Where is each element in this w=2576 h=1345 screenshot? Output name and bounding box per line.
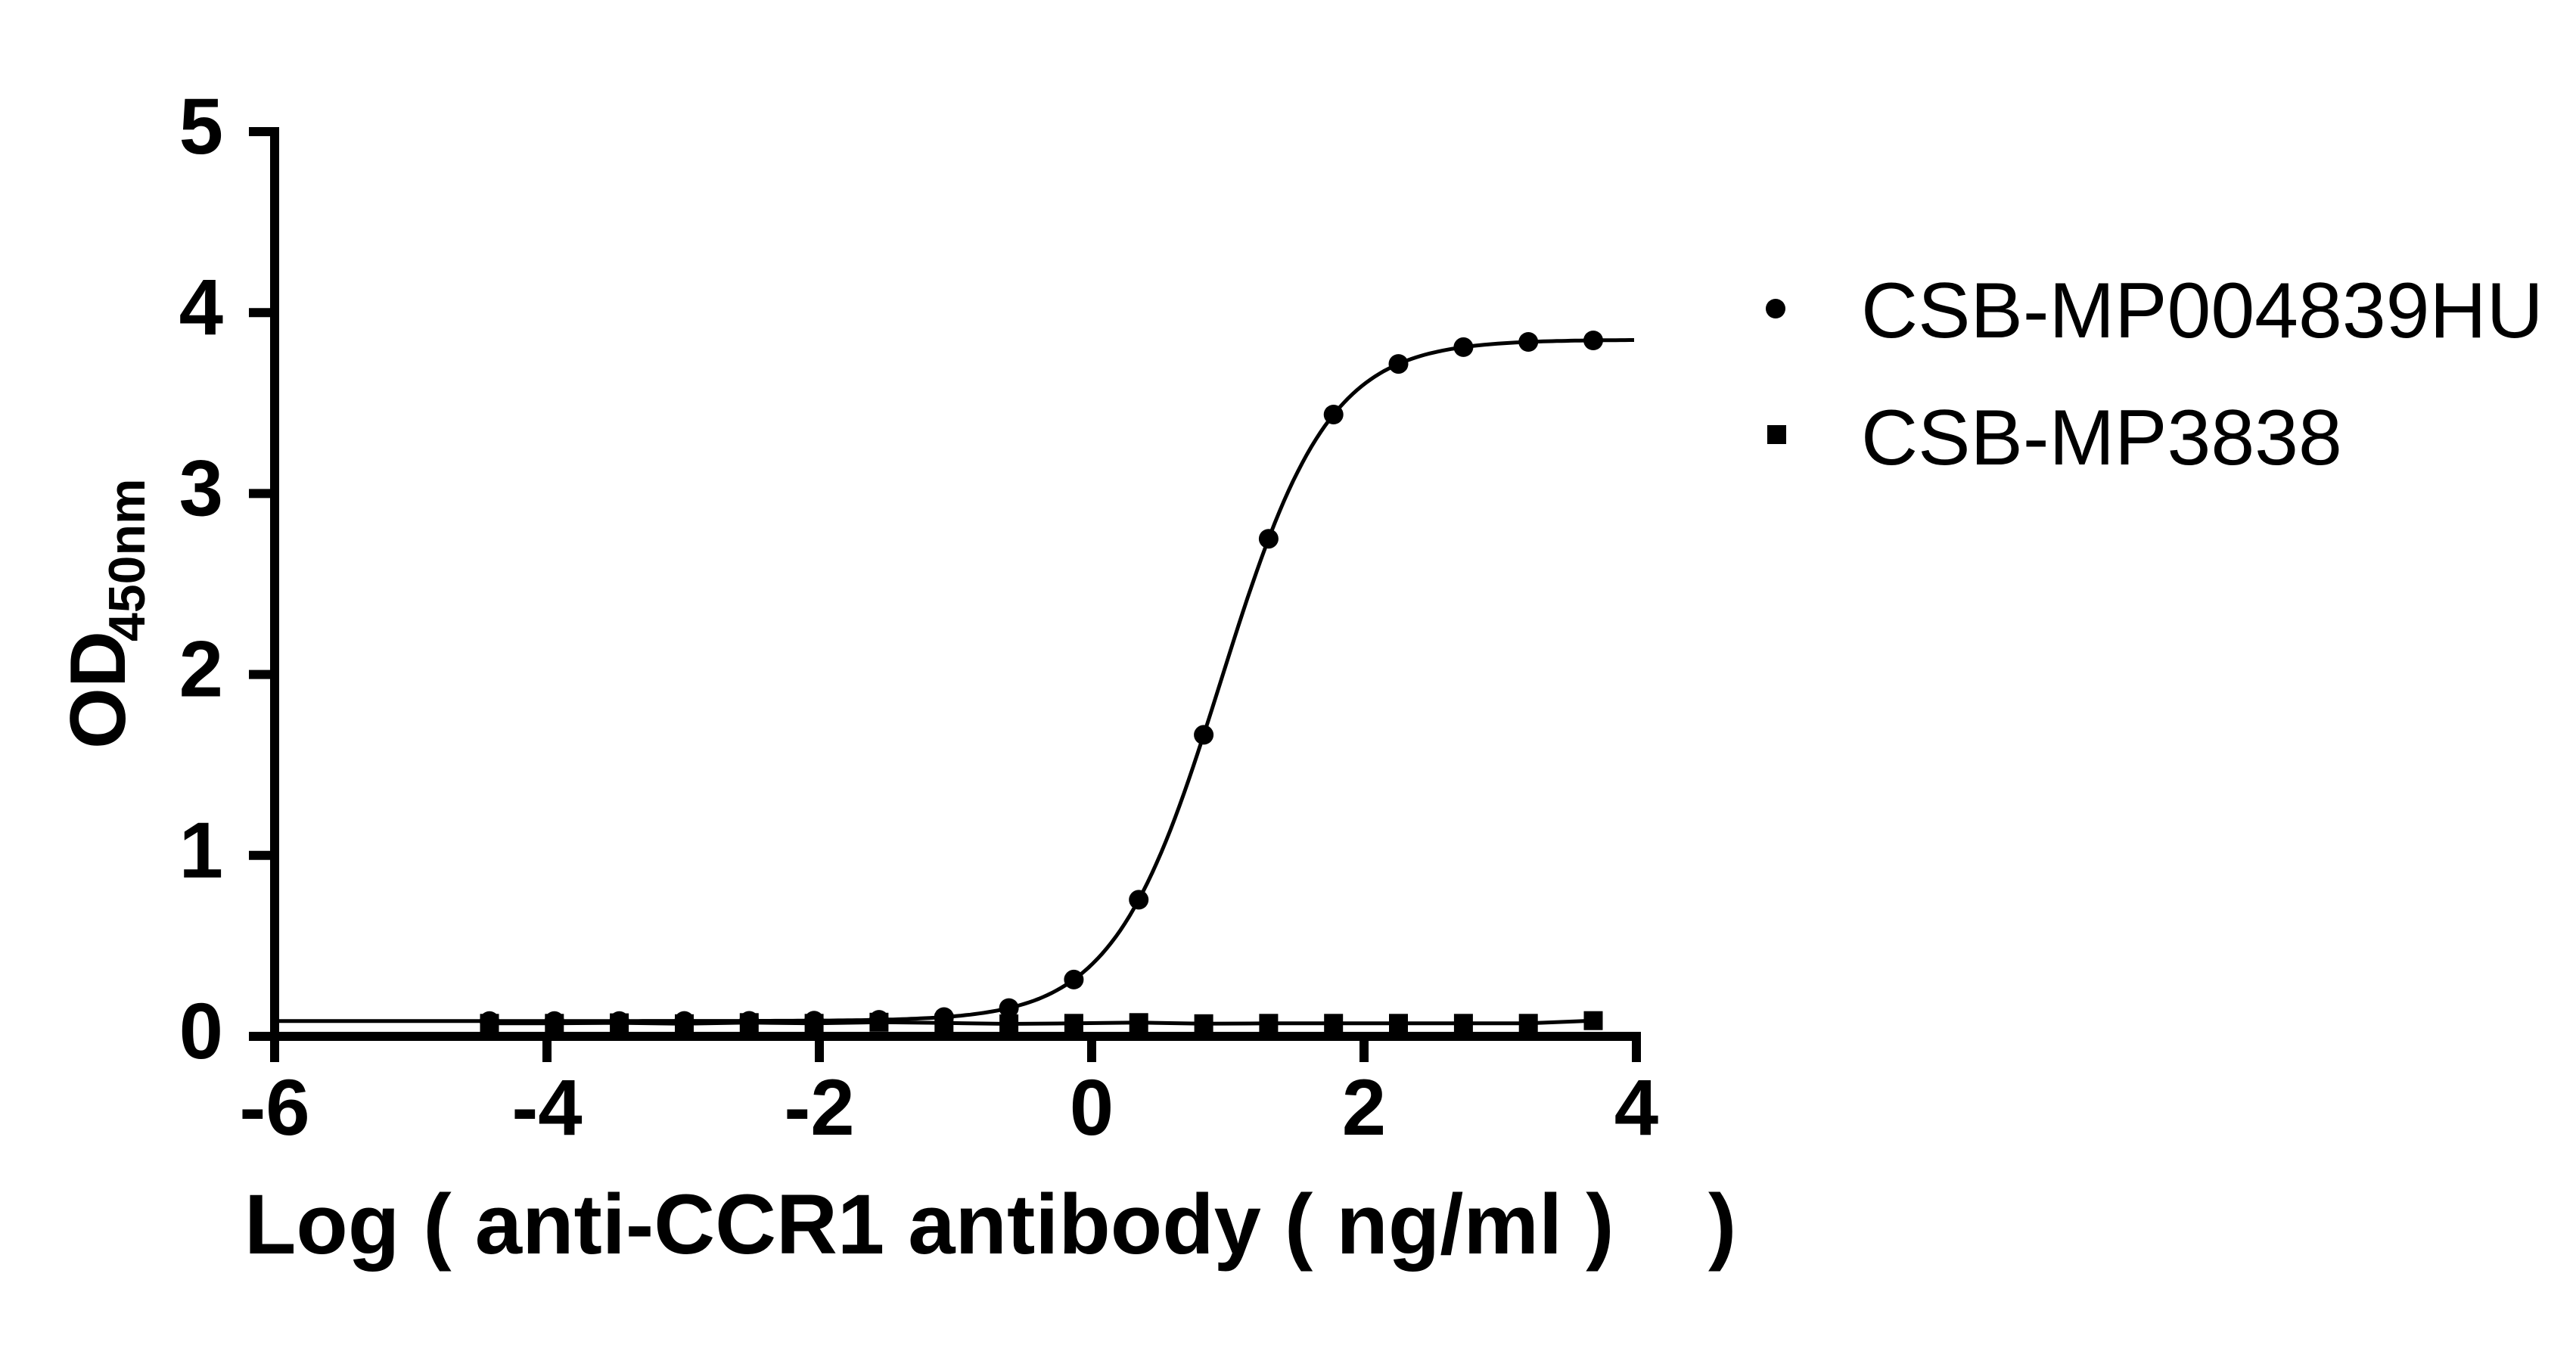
svg-text:OD: OD — [54, 631, 142, 749]
svg-text:0: 0 — [1070, 1064, 1114, 1152]
svg-text:450nm: 450nm — [98, 479, 156, 641]
svg-text:4: 4 — [1614, 1064, 1658, 1152]
svg-text:1: 1 — [179, 806, 223, 895]
svg-text:CSB-MP004839HU: CSB-MP004839HU — [1861, 267, 2543, 355]
svg-text:5: 5 — [179, 82, 223, 171]
svg-text:2: 2 — [1342, 1064, 1386, 1152]
svg-text:3: 3 — [179, 444, 223, 533]
svg-text:-4: -4 — [511, 1064, 582, 1152]
svg-text:CSB-MP3838: CSB-MP3838 — [1861, 394, 2342, 482]
svg-text:2: 2 — [179, 626, 223, 714]
svg-text:Log ( anti-CCR1 antibody ( ng/: Log ( anti-CCR1 antibody ( ng/ml ) ) — [244, 1177, 1736, 1272]
svg-text:4: 4 — [179, 263, 223, 352]
svg-text:-2: -2 — [784, 1064, 854, 1152]
svg-text:0: 0 — [179, 987, 223, 1076]
svg-text:-6: -6 — [239, 1064, 309, 1152]
